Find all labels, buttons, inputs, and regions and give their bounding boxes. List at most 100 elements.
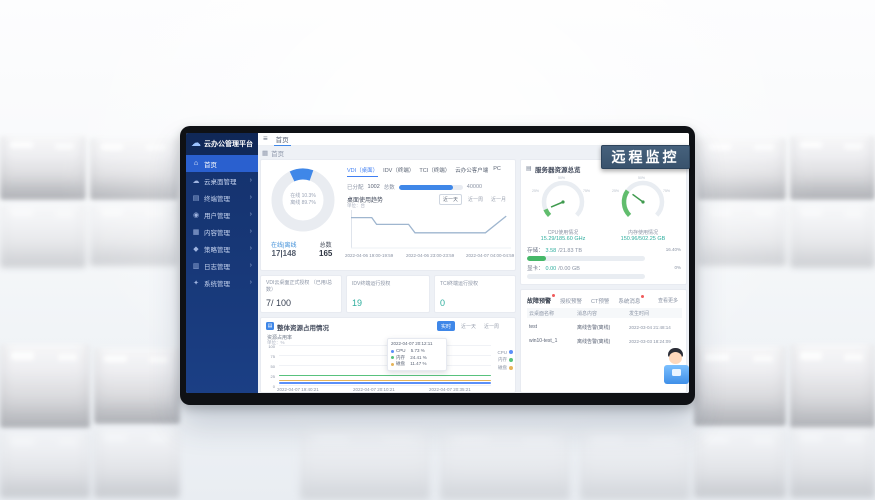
total-stat: 总数 165 (319, 243, 333, 258)
topbar: ≡ 首页 (258, 133, 689, 146)
tab-vdi[interactable]: VDI（桌面） (347, 166, 379, 177)
room-photo (694, 346, 786, 426)
resource-chart-title: 整体资源占用情况 (277, 325, 329, 332)
content-icon: ▦ (192, 228, 200, 236)
resource-legend: CPU 内存 磁盘 (493, 348, 513, 372)
legend-cpu[interactable]: CPU (493, 348, 513, 356)
chevron-right-icon: › (249, 211, 252, 218)
gpu-percent: 0% (674, 265, 681, 270)
sidebar-item-log[interactable]: ▥ 日志管理 › (186, 257, 258, 274)
range-month-button[interactable]: 近一月 (491, 197, 507, 203)
resource-plot (279, 345, 491, 386)
cpu-gauge: 25% 50% 75% CPU使用情况 15.29/185.60 GHz (531, 176, 595, 242)
room-photo (94, 428, 180, 498)
table-row[interactable]: win10-test_1 离线告警(离线) 2022-03-03 18:24:0… (529, 338, 671, 345)
assistant-mascot[interactable] (663, 348, 689, 390)
user-icon: ◉ (192, 211, 200, 219)
sidebar-item-content[interactable]: ▦ 内容管理 › (186, 223, 258, 240)
sidebar-item-label: 系统管理 (204, 280, 230, 288)
sidebar-item-label: 内容管理 (204, 229, 230, 237)
chevron-right-icon: › (249, 228, 252, 235)
range-week-button[interactable]: 近一周 (468, 197, 484, 203)
chevron-right-icon: › (249, 194, 252, 201)
sidebar-item-cloud-desktop[interactable]: ☁ 云桌面管理 › (186, 172, 258, 189)
sidebar-item-user[interactable]: ◉ 用户管理 › (186, 206, 258, 223)
disk-dot-icon (391, 363, 394, 367)
tab-license-alert[interactable]: 授权预警 (560, 299, 583, 305)
resource-y-label: 资源占用率 (267, 335, 293, 341)
room-photo (0, 432, 90, 498)
legend-disk[interactable]: 磁盘 (493, 364, 513, 372)
cpu-line (279, 382, 491, 384)
storage-bar (527, 256, 645, 261)
license-card-value: 0 (440, 298, 446, 308)
breadcrumb-label: 首页 (271, 151, 285, 158)
tab-pc[interactable]: PC (493, 166, 501, 172)
gauge-label: CPU使用情况 (547, 230, 579, 236)
hamburger-icon[interactable]: ≡ (263, 134, 268, 143)
trend-range-buttons: 近一天 近一周 近一月 (439, 194, 508, 205)
alloc-value: 1002 (367, 184, 380, 190)
tab-system-message[interactable]: 系统消息 (618, 295, 645, 305)
system-icon: ✦ (193, 279, 199, 287)
server-resources-card: ▤ 服务器资源总览 25% 50% 75% CPU使用情况 15 (520, 159, 687, 285)
room-photo (94, 348, 180, 424)
tab-client[interactable]: 云办公客户端 (455, 168, 489, 174)
range-day-button[interactable]: 近一天 (439, 194, 463, 205)
license-card-title: VDI云桌面正式授权 (266, 280, 310, 286)
col-time: 发生时间 (629, 310, 650, 317)
trend-x-label: 2022-04-07 04:00-04:59 (466, 253, 515, 258)
alloc-total-label: 总数 (383, 185, 395, 191)
room-photo (0, 344, 90, 428)
sidebar-item-system[interactable]: ✦ 系统管理 › (186, 274, 258, 291)
terminal-type-tabs: VDI（桌面） IDV（终端） TCI（终端） 云办公客户端 PC (347, 166, 501, 177)
range-day-button[interactable]: 近一天 (461, 323, 477, 330)
tab-idv[interactable]: IDV（终端） (383, 168, 415, 174)
license-card-idv: IDV终端运行授权 19 (346, 275, 430, 313)
badge-dot (641, 295, 645, 298)
col-name: 云桌面名称 (529, 310, 555, 317)
policy-icon: ◆ (193, 245, 199, 253)
realtime-button[interactable]: 实时 (437, 321, 456, 331)
tab-ct-alert[interactable]: CT预警 (591, 299, 610, 305)
y-tick: 75 (270, 354, 275, 359)
sidebar-item-label: 策略管理 (204, 246, 230, 254)
storage-row: 存储： 3.58 /21.83 TB (527, 248, 582, 254)
resource-unit: 单位：% (267, 340, 285, 345)
room-photo (694, 430, 786, 498)
disk-line (279, 380, 491, 382)
remote-monitoring-badge: 远程监控 (601, 145, 690, 169)
resource-usage-card: ▤ 整体资源占用情况 实时 近一天 近一周 资源占用率 单位：% 100 75 … (260, 317, 516, 393)
sidebar-item-home[interactable]: ⌂ 首页 (186, 155, 258, 172)
table-row[interactable]: test 离线告警(离线) 2022-03-04 21:48:14 (529, 324, 671, 331)
sidebar-item-terminal[interactable]: ▤ 终端管理 › (186, 189, 258, 206)
sidebar-item-label: 终端管理 (204, 195, 230, 203)
room-photo (580, 430, 690, 500)
topbar-tab-home[interactable]: 首页 (273, 133, 291, 146)
memory-gauge: 25% 50% 75% 内存使用情况 150.96/502.25 GB (611, 176, 675, 242)
trend-x-label: 2022-04-06 23:00-23:59 (406, 253, 455, 258)
memory-line (279, 374, 491, 377)
resource-x-label: 2022-04-07 20:35:21 (429, 387, 471, 392)
tab-tci[interactable]: TCI（终端） (419, 168, 451, 174)
license-card-value: 19 (352, 298, 363, 308)
room-photo (790, 428, 875, 498)
chevron-right-icon: › (249, 279, 252, 286)
dashboard-screen: ☁ 云办公管理平台 ⌂ 首页 ☁ 云桌面管理 › ▤ 终端管理 › (186, 133, 689, 393)
tooltip-time: 2022-04-07 20:12:11 (391, 341, 433, 346)
legend-memory[interactable]: 内存 (493, 356, 513, 364)
sidebar-item-policy[interactable]: ◆ 策略管理 › (186, 240, 258, 257)
panel-icon: ▤ (266, 322, 274, 330)
gauge-label: 内存使用情况 (627, 230, 658, 236)
range-week-button[interactable]: 近一周 (484, 323, 500, 330)
tab-fault-alert[interactable]: 故障预警 (527, 294, 556, 305)
sidebar-item-label: 云桌面管理 (204, 178, 237, 186)
online-offline-stat: 在线|离线 17|148 (271, 243, 297, 258)
license-card-subtitle: （已用/总数） (266, 280, 333, 293)
view-more-link[interactable]: 查看更多 (658, 298, 679, 304)
sidebar-item-label: 用户管理 (204, 212, 230, 220)
resource-x-label: 2022-04-07 19:40:21 (277, 387, 319, 392)
gpu-bar (527, 274, 645, 279)
desktop-trend-line-chart (351, 210, 511, 249)
